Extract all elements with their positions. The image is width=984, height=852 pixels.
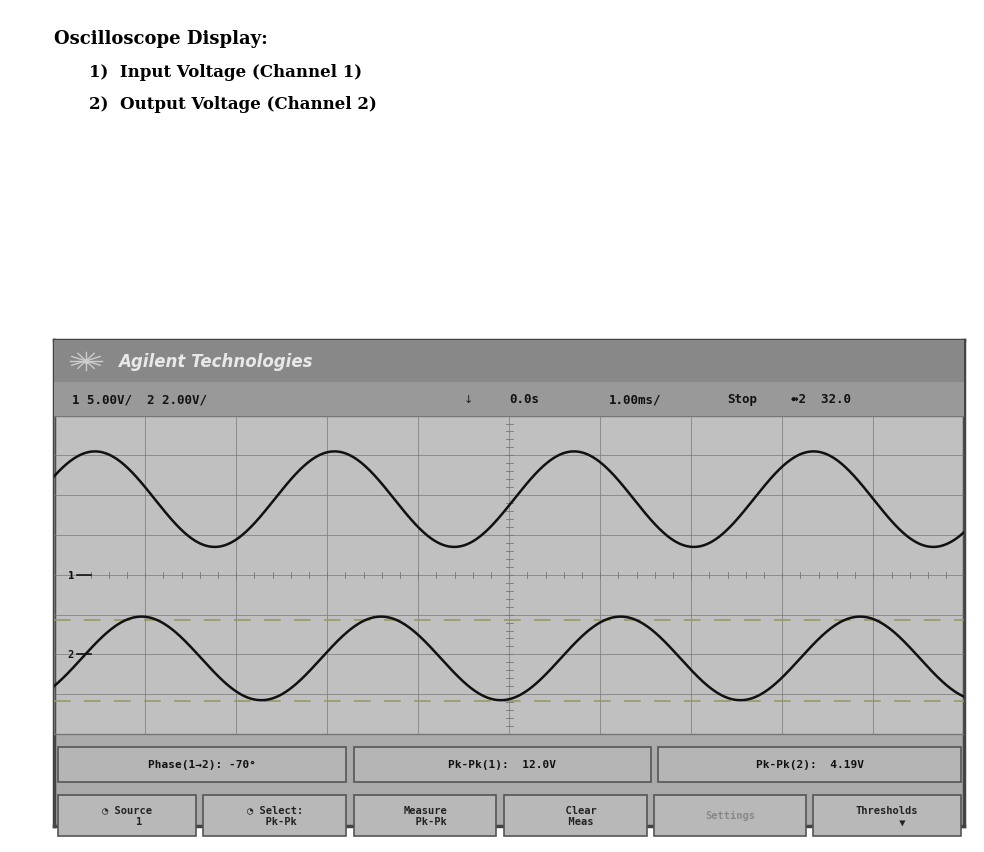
Bar — [353, 747, 651, 782]
Text: ↓: ↓ — [463, 394, 473, 404]
Text: ◔ Select:
  Pk-Pk: ◔ Select: Pk-Pk — [247, 805, 303, 826]
Text: Thresholds
     ▼: Thresholds ▼ — [856, 805, 918, 826]
Text: 1 5.00V/  2 2.00V/: 1 5.00V/ 2 2.00V/ — [73, 393, 208, 406]
Text: 2: 2 — [68, 650, 74, 659]
Text: Agilent Technologies: Agilent Technologies — [118, 353, 312, 371]
Bar — [504, 796, 646, 836]
Text: Oscilloscope Display:: Oscilloscope Display: — [54, 30, 268, 48]
Bar — [204, 796, 346, 836]
Bar — [58, 747, 346, 782]
Text: 1)  Input Voltage (Channel 1): 1) Input Voltage (Channel 1) — [89, 64, 362, 81]
Text: 0.0s: 0.0s — [510, 393, 539, 406]
Bar — [353, 796, 497, 836]
Bar — [54, 382, 964, 416]
Text: Stop: Stop — [728, 393, 758, 406]
Bar — [658, 747, 960, 782]
Text: Phase(1→2): -70°: Phase(1→2): -70° — [148, 759, 256, 769]
Text: Settings: Settings — [705, 810, 755, 820]
Text: 2)  Output Voltage (Channel 2): 2) Output Voltage (Channel 2) — [89, 96, 377, 113]
Text: Pk-Pk(2):  4.19V: Pk-Pk(2): 4.19V — [756, 759, 864, 769]
Text: Measure
  Pk-Pk: Measure Pk-Pk — [403, 805, 447, 826]
Bar — [813, 796, 960, 836]
Bar — [58, 796, 196, 836]
Text: ⇴2  32.0: ⇴2 32.0 — [791, 393, 851, 406]
Bar — [54, 341, 964, 382]
Text: ◔ Source
    1: ◔ Source 1 — [102, 805, 152, 826]
Text: Clear
  Meas: Clear Meas — [553, 805, 597, 826]
Bar — [54, 416, 964, 734]
Text: 1.00ms/: 1.00ms/ — [609, 393, 662, 406]
Bar — [654, 796, 806, 836]
Text: Pk-Pk(1):  12.0V: Pk-Pk(1): 12.0V — [449, 759, 556, 769]
Text: 1: 1 — [68, 570, 74, 580]
